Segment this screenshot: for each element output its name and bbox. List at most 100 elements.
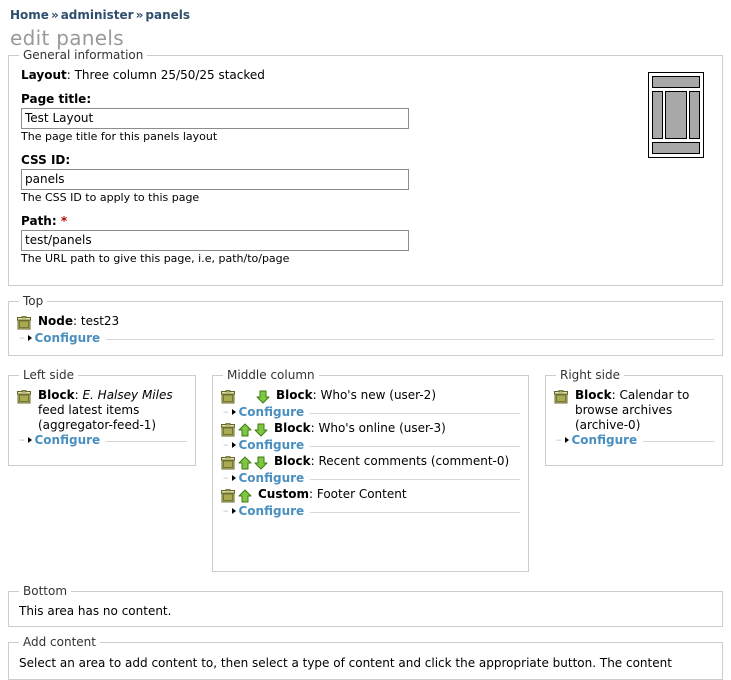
breadcrumb-separator: »: [50, 8, 59, 22]
configure-link[interactable]: Configure: [571, 433, 638, 447]
trash-icon[interactable]: [221, 488, 235, 503]
pane-title: Who's new (user-2): [320, 388, 436, 402]
pane-icons: [554, 388, 571, 405]
pane-separator: :: [73, 314, 81, 328]
pane-configure-row: – Configure: [19, 331, 714, 345]
trash-icon[interactable]: [221, 455, 235, 470]
general-information-legend: General information: [23, 48, 144, 62]
pane-type-label: Block: [274, 421, 311, 435]
add-content-description: Select an area to add content to, then s…: [19, 656, 672, 670]
configure-link[interactable]: Configure: [34, 331, 101, 345]
general-information-fieldset: General information Layout: Three column…: [8, 48, 723, 286]
configure-rule: [643, 440, 714, 442]
bottom-region-fieldset: Bottom This area has no content.: [8, 584, 723, 627]
layout-thumbnail-right-column: [689, 91, 700, 139]
configure-link[interactable]: Configure: [34, 433, 101, 447]
configure-dash: –: [223, 471, 229, 484]
arrow-up-icon[interactable]: [238, 423, 252, 437]
path-field-label: Path: *: [21, 214, 714, 228]
arrow-down-icon[interactable]: [254, 423, 268, 437]
configure-dash: –: [556, 433, 562, 446]
triangle-right-icon: [231, 442, 236, 448]
configure-link[interactable]: Configure: [238, 405, 305, 419]
trash-icon[interactable]: [17, 315, 31, 330]
layout-thumbnail-columns: [652, 91, 700, 139]
breadcrumb-item-administer[interactable]: administer: [60, 8, 134, 22]
configure-link[interactable]: Configure: [238, 504, 305, 518]
pane-icons: [221, 454, 270, 471]
pane-configure-row: – Configure: [223, 504, 520, 518]
layout-value: Three column 25/50/25 stacked: [74, 68, 265, 82]
path-label-text: Path:: [21, 214, 57, 228]
left-region-panes: Block: E. Halsey Miles feed latest items…: [17, 388, 187, 447]
pane-header: Block: Who's online (user-3): [221, 421, 520, 438]
pane-separator: :: [611, 388, 620, 402]
configure-rule: [310, 445, 520, 447]
pane-header: Block: E. Halsey Miles feed latest items…: [17, 388, 187, 433]
breadcrumb-item-home[interactable]: Home: [10, 8, 49, 22]
pane-configure-row: – Configure: [19, 433, 187, 447]
configure-rule: [106, 440, 187, 442]
page-title: edit panels: [10, 26, 124, 50]
arrow-up-icon[interactable]: [238, 456, 252, 470]
path-field-description: The URL path to give this page, i.e, pat…: [21, 252, 290, 265]
trash-icon[interactable]: [221, 422, 235, 437]
pane-title-text: Block: Who's new (user-2): [272, 388, 436, 403]
top-region-fieldset: Top Node: test23 – Configure: [8, 294, 723, 356]
pane-title-text: Custom: Footer Content: [254, 487, 407, 502]
pane-row: Block: Recent comments (comment-0) – Confi…: [221, 454, 520, 485]
arrow-down-icon[interactable]: [254, 456, 268, 470]
pane-type-label: Block: [276, 388, 313, 402]
css-id-input[interactable]: [21, 169, 409, 190]
triangle-right-icon: [564, 437, 569, 443]
trash-icon[interactable]: [17, 389, 31, 404]
layout-thumbnail: [648, 72, 704, 158]
breadcrumb: Home» administer» panels: [0, 0, 731, 22]
arrow-up-icon[interactable]: [238, 489, 252, 503]
top-region-panes: Node: test23 – Configure: [17, 314, 714, 345]
bottom-region-empty-text: This area has no content.: [19, 604, 172, 618]
pane-row: Custom: Footer Content – Configure: [221, 487, 520, 518]
pane-configure-row: – Configure: [223, 438, 520, 452]
triangle-right-icon: [231, 508, 236, 514]
pane-type-label: Custom: [258, 487, 309, 501]
configure-dash: –: [223, 504, 229, 517]
pane-icons: [17, 314, 34, 331]
triangle-right-icon: [27, 437, 32, 443]
top-region-legend: Top: [23, 294, 44, 308]
configure-link[interactable]: Configure: [238, 438, 305, 452]
pane-type-label: Block: [38, 388, 75, 402]
pane-icons: [221, 487, 254, 504]
configure-link[interactable]: Configure: [238, 471, 305, 485]
pane-configure-row: – Configure: [223, 405, 520, 419]
arrow-down-icon[interactable]: [256, 390, 270, 404]
trash-icon[interactable]: [554, 389, 568, 404]
configure-rule: [106, 338, 714, 340]
page-title-input[interactable]: [21, 108, 409, 129]
pane-title-text: Node: test23: [34, 314, 119, 329]
triangle-right-icon: [27, 335, 32, 341]
trash-icon[interactable]: [221, 389, 235, 404]
configure-dash: –: [223, 438, 229, 451]
pane-row: Block: Who's online (user-3) – Configure: [221, 421, 520, 452]
pane-title: Recent comments (comment-0): [318, 454, 510, 468]
pane-icons: [17, 388, 34, 405]
middle-region-panes: Block: Who's new (user-2) – Configure Block…: [221, 388, 520, 518]
layout-row: Layout: Three column 25/50/25 stacked: [21, 68, 714, 82]
configure-rule: [310, 511, 520, 513]
pane-title: Footer Content: [316, 487, 407, 501]
pane-icons: [221, 388, 272, 405]
pane-title: Calendar to browse archives (archive-0): [575, 388, 690, 432]
pane-configure-row: – Configure: [223, 471, 520, 485]
triangle-right-icon: [231, 475, 236, 481]
pane-separator: :: [74, 388, 83, 402]
pane-title: test23: [80, 314, 120, 328]
bottom-region-legend: Bottom: [23, 584, 68, 598]
pane-separator: :: [308, 487, 317, 501]
pane-separator: :: [312, 388, 321, 402]
middle-column-region-legend: Middle column: [227, 368, 315, 382]
breadcrumb-item-panels[interactable]: panels: [145, 8, 190, 22]
path-input[interactable]: [21, 230, 409, 251]
pane-configure-row: – Configure: [556, 433, 714, 447]
layout-thumbnail-top-bar: [652, 76, 700, 88]
